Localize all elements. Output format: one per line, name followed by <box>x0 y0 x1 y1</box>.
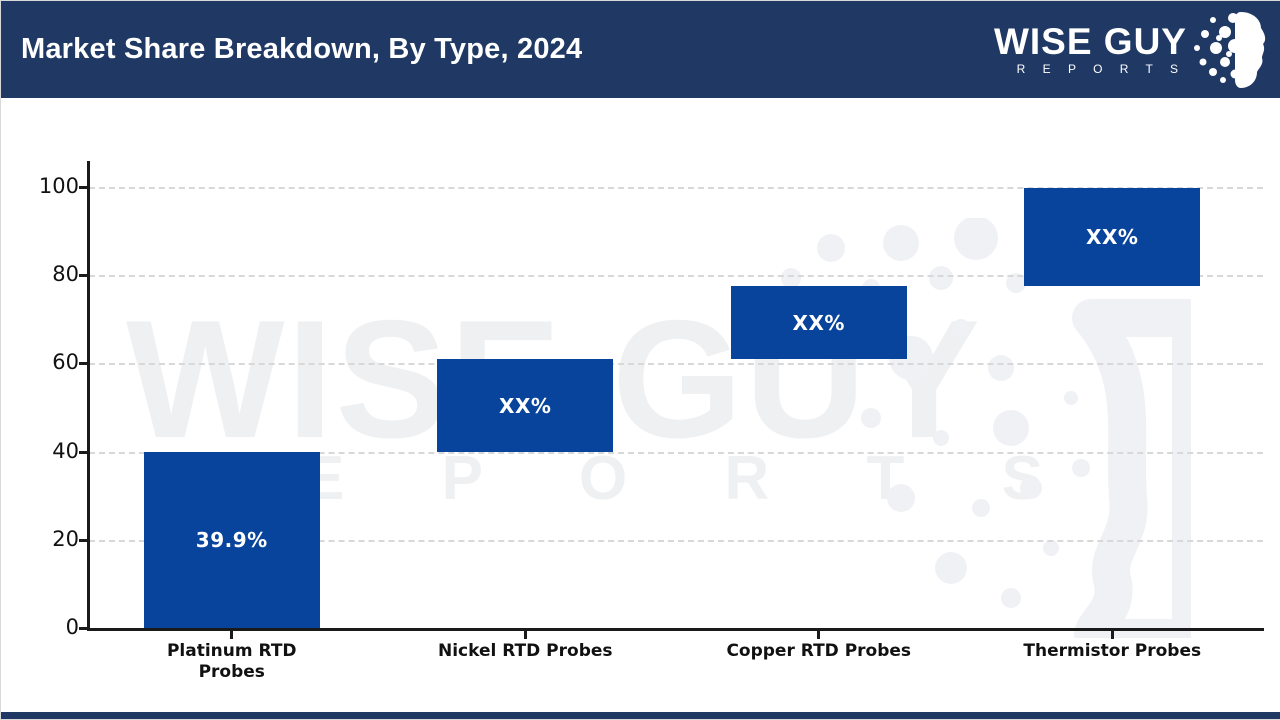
header-bar: Market Share Breakdown, By Type, 2024 WI… <box>1 1 1280 98</box>
y-tick-mark <box>79 627 87 630</box>
logo-subtitle: R E P O R T S <box>1016 61 1185 76</box>
y-tick-label: 20 <box>52 526 79 551</box>
bar-value-label: XX% <box>499 393 552 418</box>
bar-value-label: XX% <box>792 310 845 335</box>
x-tick-label: Platinum RTD Probes <box>166 641 297 682</box>
y-tick-label: 80 <box>52 262 79 287</box>
y-tick-label: 0 <box>65 615 79 639</box>
y-tick-mark <box>79 362 87 366</box>
y-tick-label: 60 <box>52 350 79 375</box>
y-tick-mark <box>79 186 87 189</box>
x-tick-label: Thermistor Probes <box>1023 641 1202 661</box>
x-tick-mark <box>1110 631 1114 639</box>
gridline <box>89 187 1263 189</box>
x-tick-mark <box>523 631 527 639</box>
waterfall-chart: WISE GUY R E P O R T S 0 20 40 60 80 100 39.9%… <box>1 98 1280 714</box>
y-tick-label: 40 <box>52 438 79 463</box>
y-tick-mark <box>79 274 87 278</box>
gridline <box>89 539 1263 542</box>
page-title: Market Share Breakdown, By Type, 2024 <box>21 33 583 65</box>
logo-text: WISE GUY R E P O R T S <box>993 20 1187 77</box>
y-tick-mark <box>79 538 87 542</box>
gridline <box>89 451 1263 454</box>
y-axis-spine <box>87 161 90 629</box>
x-tick-mark <box>817 631 821 639</box>
bar-platinum-rtd-probes: 39.9% <box>143 452 320 628</box>
x-tick-label: Copper RTD Probes <box>726 641 912 661</box>
x-axis-spine <box>87 628 1264 631</box>
wiseguy-logo: WISE GUY R E P O R T S <box>994 10 1280 90</box>
footer-bar <box>1 712 1280 719</box>
bar-thermistor-probes: XX% <box>1024 187 1201 287</box>
gridline <box>89 363 1263 366</box>
gridline <box>89 275 1263 278</box>
face-dots-icon <box>1194 11 1266 88</box>
x-tick-label: Nickel RTD Probes <box>437 641 613 661</box>
bar-value-label: XX% <box>1086 225 1139 250</box>
x-tick-mark <box>230 631 234 639</box>
logo-wordmark: WISE GUY <box>993 20 1187 62</box>
y-tick-label: 100 <box>38 174 79 198</box>
bar-value-label: 39.9% <box>195 528 268 552</box>
bar-copper-rtd-probes: XX% <box>730 286 907 359</box>
y-tick-mark <box>79 450 87 454</box>
bar-nickel-rtd-probes: XX% <box>437 358 614 453</box>
